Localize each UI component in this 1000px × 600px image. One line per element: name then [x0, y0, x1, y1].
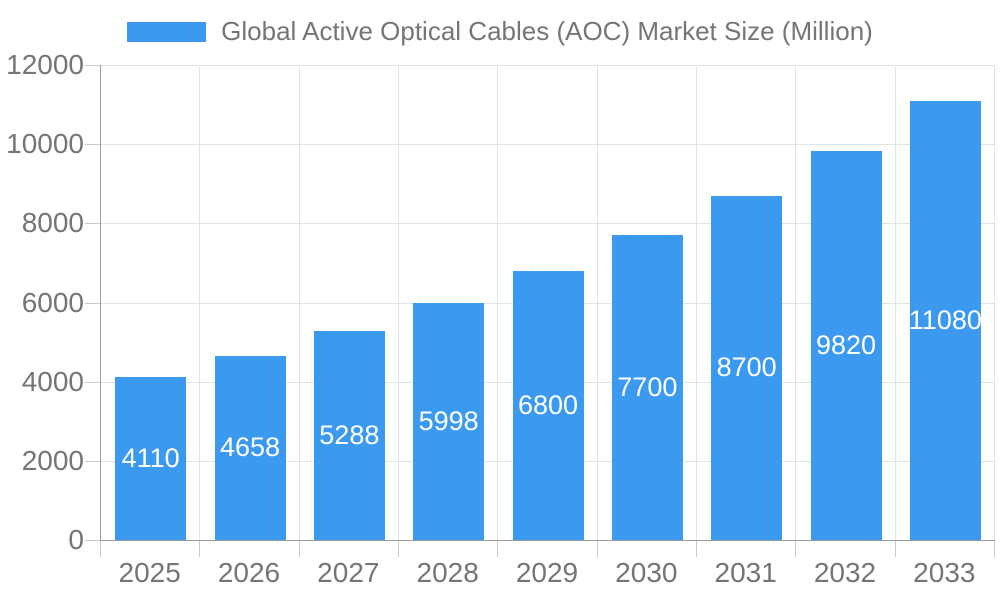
- bar-value-label: 4658: [219, 432, 281, 463]
- x-tick-mark: [696, 541, 697, 557]
- x-tick-mark: [497, 541, 499, 557]
- x-tick-mark: [894, 541, 896, 557]
- gridline-horizontal: [101, 144, 995, 146]
- plot-area: 4110 4658 5288 5998 6800 7700 8700 9820 11080: [100, 65, 995, 541]
- x-axis-tick-label: 2026: [217, 557, 281, 588]
- gridline-vertical: [298, 65, 300, 540]
- gridline-vertical: [398, 65, 399, 540]
- bar: 5288: [313, 330, 385, 540]
- gridline-vertical: [596, 65, 598, 540]
- bar-value-label: 8700: [716, 352, 777, 383]
- y-tick-mark: [85, 302, 100, 304]
- y-tick-mark: [85, 381, 100, 383]
- bar: 8700: [711, 195, 783, 540]
- x-tick-mark: [994, 541, 995, 557]
- bar-value-label: 9820: [815, 330, 877, 361]
- bar: 4110: [115, 377, 187, 540]
- y-axis-tick-label: 4000: [21, 365, 84, 397]
- x-axis-tick-label: 2031: [714, 557, 777, 588]
- y-axis-tick-label: 8000: [21, 207, 84, 239]
- bar-value-label: 7700: [617, 372, 678, 403]
- bar-value-label: 5288: [319, 419, 380, 450]
- bar: 4658: [214, 355, 286, 540]
- bar-value-label: 6800: [517, 389, 579, 420]
- x-axis-tick-label: 2029: [515, 557, 579, 588]
- x-tick-mark: [199, 541, 201, 557]
- bar-value-label: 11080: [909, 305, 981, 336]
- y-axis-tick-label: 6000: [21, 286, 84, 318]
- gridline-horizontal: [101, 223, 995, 225]
- y-axis-tick-label: 0: [68, 524, 84, 555]
- y-tick-mark: [85, 65, 100, 66]
- gridline-vertical: [696, 65, 697, 540]
- x-axis-tick-label: 2032: [813, 557, 877, 588]
- gridline-vertical: [497, 65, 499, 540]
- gridline-horizontal: [101, 65, 995, 66]
- y-axis-tick-label: 2000: [21, 444, 84, 476]
- bar: 7700: [611, 235, 683, 540]
- y-tick-mark: [85, 144, 100, 146]
- x-axis-tick-label: 2030: [615, 557, 678, 588]
- legend-label: Global Active Optical Cables (AOC) Marke…: [221, 16, 873, 46]
- x-axis-tick-label: 2027: [317, 557, 380, 588]
- bar: 5998: [413, 302, 485, 540]
- bar: 9820: [810, 151, 882, 540]
- x-axis-tick-label: 2033: [913, 557, 976, 588]
- bar: 11080: [909, 101, 981, 540]
- y-tick-mark: [85, 540, 100, 541]
- bar-value-label: 5998: [418, 405, 479, 436]
- x-tick-mark: [795, 541, 797, 557]
- x-axis-tick-label: 2025: [118, 557, 181, 588]
- x-tick-mark: [298, 541, 300, 557]
- y-tick-mark: [85, 223, 100, 225]
- x-axis-tick-label: 2028: [416, 557, 479, 588]
- x-tick-mark: [398, 541, 399, 557]
- x-tick-mark: [100, 541, 101, 557]
- gridline-vertical: [994, 65, 995, 540]
- y-axis-tick-label: 12000: [6, 49, 84, 80]
- gridline-vertical: [894, 65, 896, 540]
- legend-swatch-icon: [127, 21, 207, 42]
- bar-value-label: 4110: [121, 443, 180, 474]
- y-tick-mark: [85, 460, 100, 462]
- gridline-vertical: [199, 65, 201, 540]
- y-axis-tick-label: 10000: [6, 128, 84, 160]
- gridline-vertical: [795, 65, 797, 540]
- bar: 6800: [512, 270, 584, 540]
- legend[interactable]: Global Active Optical Cables (AOC) Marke…: [0, 16, 1000, 47]
- x-tick-mark: [596, 541, 598, 557]
